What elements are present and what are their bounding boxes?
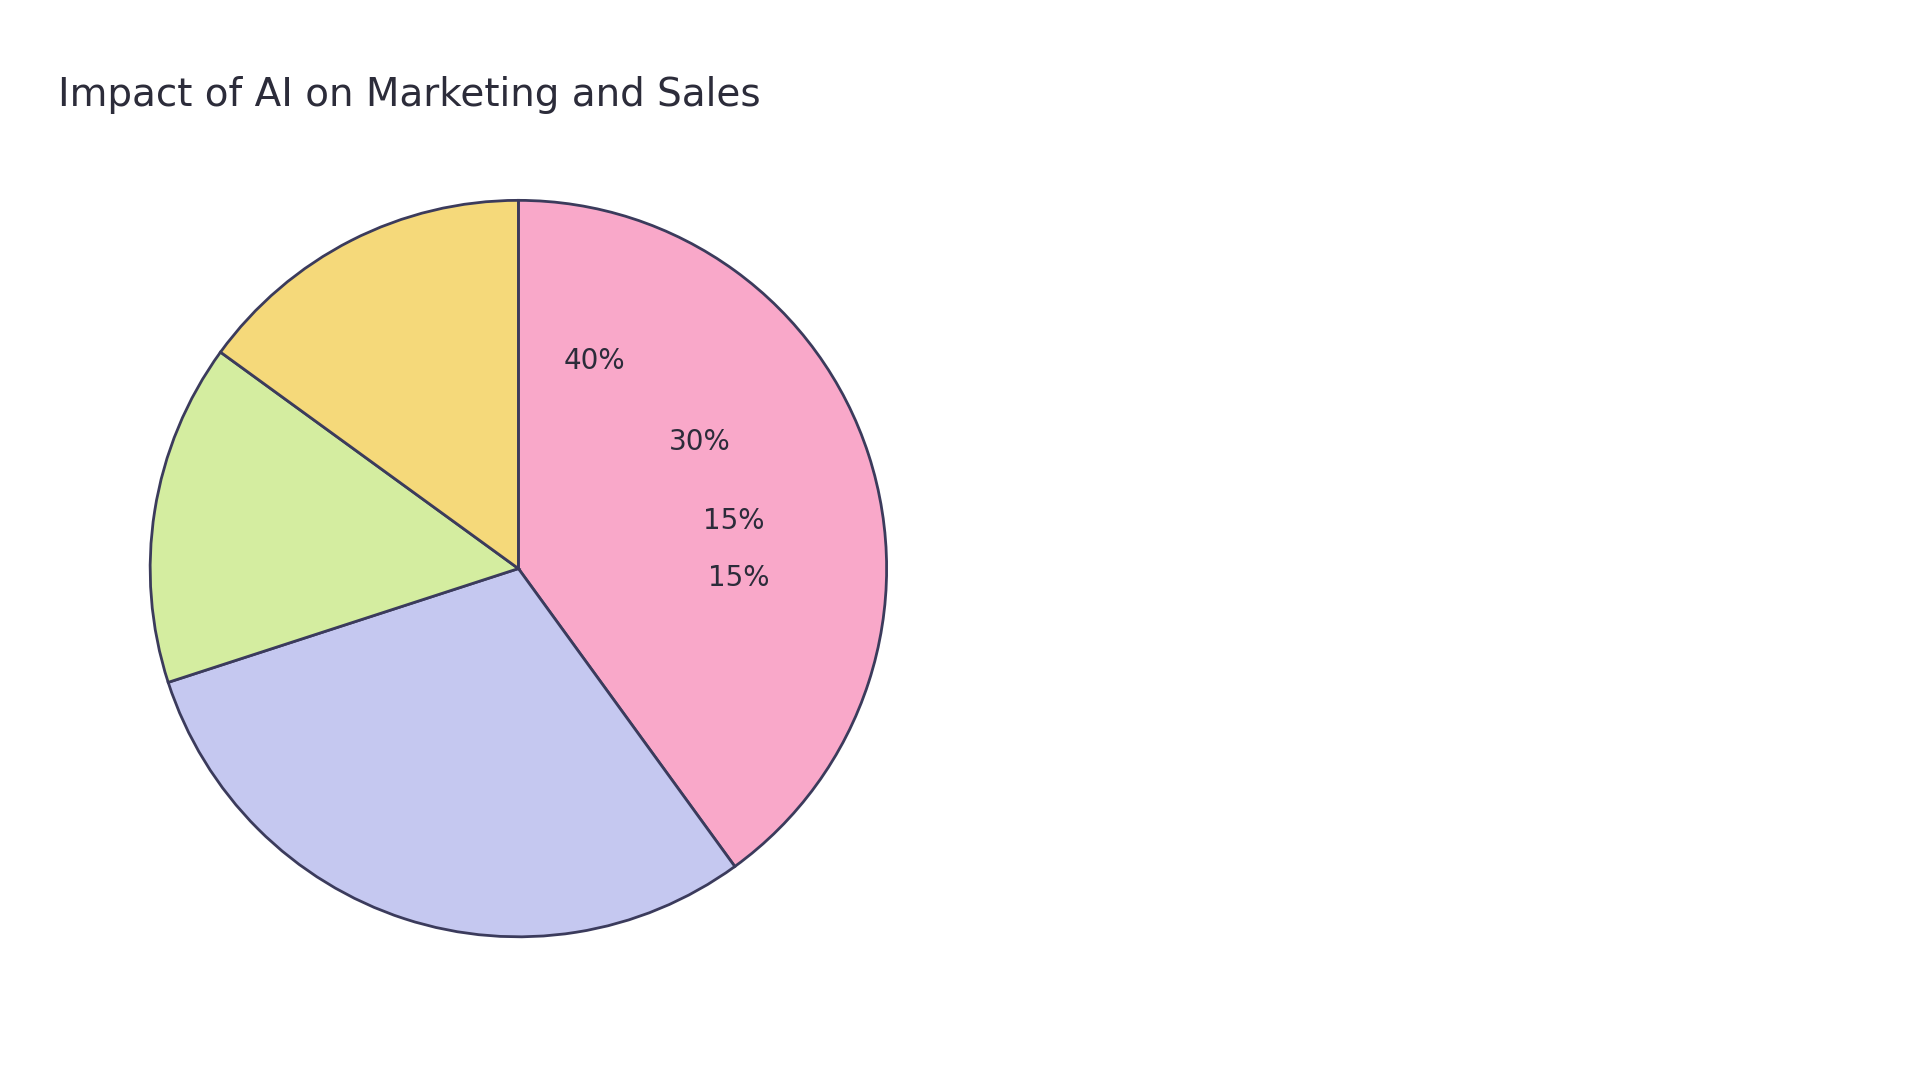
Text: 15%: 15% <box>708 564 770 592</box>
Text: 40%: 40% <box>563 347 624 375</box>
Legend: Projected Revenue from AI Software (2025), Increase in Lead Conversion, Revenue : Projected Revenue from AI Software (2025… <box>1010 447 1620 690</box>
Wedge shape <box>518 200 887 866</box>
Text: Impact of AI on Marketing and Sales: Impact of AI on Marketing and Sales <box>58 76 760 114</box>
Wedge shape <box>221 200 518 569</box>
Text: 15%: 15% <box>703 507 764 535</box>
Wedge shape <box>169 569 735 937</box>
Text: 30%: 30% <box>668 428 730 456</box>
Wedge shape <box>150 352 518 682</box>
